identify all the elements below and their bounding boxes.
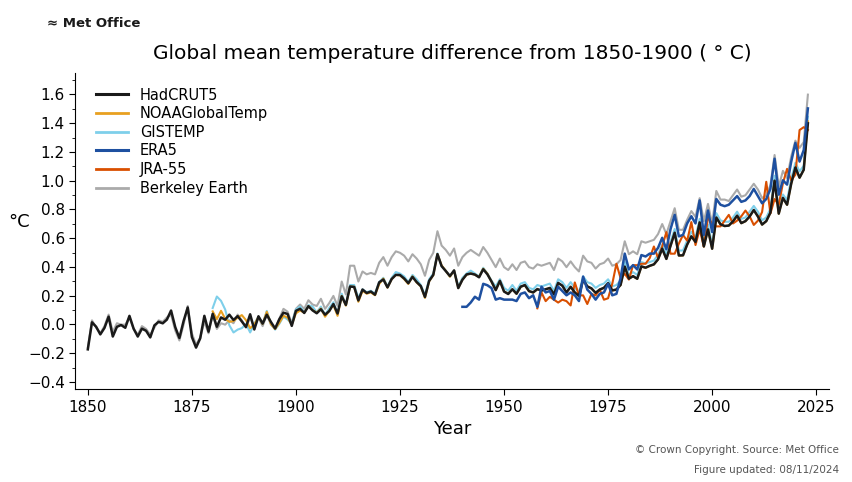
Text: ≈ Met Office: ≈ Met Office bbox=[47, 17, 141, 30]
X-axis label: Year: Year bbox=[433, 420, 471, 438]
Text: Figure updated: 08/11/2024: Figure updated: 08/11/2024 bbox=[694, 465, 839, 475]
Legend: HadCRUT5, NOAAGlobalTemp, GISTEMP, ERA5, JRA-55, Berkeley Earth: HadCRUT5, NOAAGlobalTemp, GISTEMP, ERA5,… bbox=[90, 81, 273, 201]
Title: Global mean temperature difference from 1850-1900 ( ° C): Global mean temperature difference from … bbox=[153, 44, 751, 63]
Y-axis label: °C: °C bbox=[8, 213, 30, 231]
Text: © Crown Copyright. Source: Met Office: © Crown Copyright. Source: Met Office bbox=[636, 445, 839, 455]
